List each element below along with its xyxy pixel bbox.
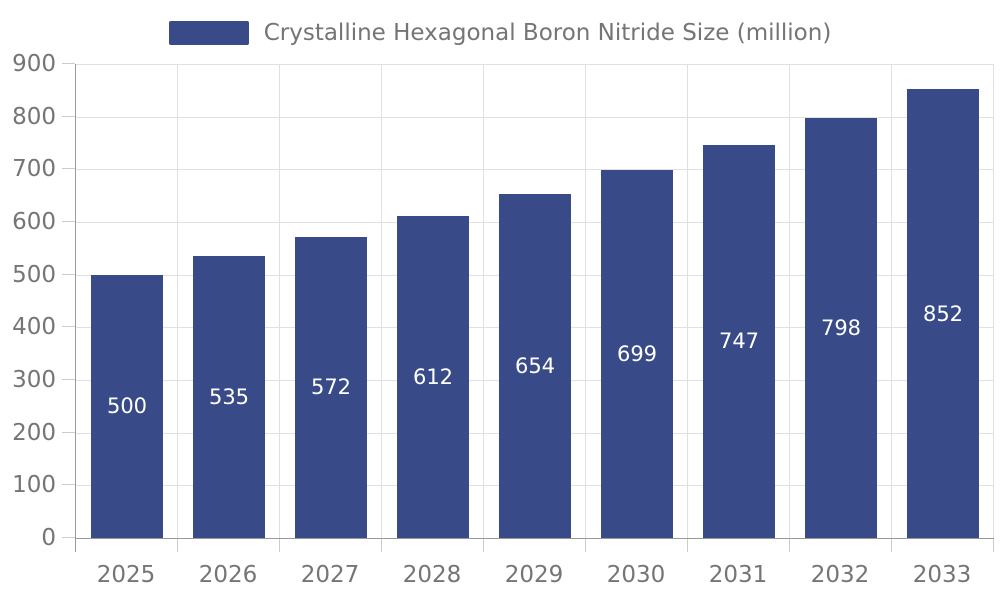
y-tick-label-200: 200 (12, 419, 56, 446)
y-tick-label-600: 600 (12, 209, 56, 235)
y-tick-0 (62, 537, 75, 538)
bar-value-label-2028: 612 (412, 364, 454, 389)
bar-value-label-2030: 699 (616, 341, 658, 366)
x-axis-label-2031: 2031 (708, 562, 768, 588)
y-tick-800 (62, 115, 75, 117)
bar-value-label-2032: 798 (820, 315, 862, 340)
x-tick-2 (279, 539, 280, 552)
v-gridline-5 (585, 64, 586, 538)
x-tick-1 (177, 539, 178, 552)
v-gridline-6 (687, 64, 688, 538)
x-tick-3 (381, 539, 382, 552)
bar-value-label-2029: 654 (514, 353, 556, 378)
bar-value-label-2027: 572 (310, 375, 352, 400)
y-tick-label-0: 0 (41, 525, 56, 551)
bar-2026: 535 (193, 256, 265, 538)
y-tick-100 (62, 484, 75, 486)
bar-2030: 699 (601, 169, 673, 538)
x-axis-label-2030: 2030 (606, 562, 666, 588)
x-tick-8 (891, 539, 892, 552)
y-tick-label-400: 400 (12, 314, 56, 341)
v-gridline-3 (381, 64, 382, 538)
v-gridline-1 (177, 64, 178, 538)
plot-area: 500 535 572 612 654 699 747 798 852 (75, 64, 994, 539)
y-tick-700 (62, 168, 75, 170)
x-tick-9 (993, 539, 994, 552)
h-gridline-900 (76, 64, 994, 65)
legend[interactable]: Crystalline Hexagonal Boron Nitride Size… (0, 20, 1000, 46)
y-tick-300 (62, 379, 75, 380)
bar-value-label-2033: 852 (922, 301, 964, 326)
x-axis-label-2025: 2025 (96, 562, 156, 588)
y-tick-label-700: 700 (12, 156, 56, 183)
x-axis-label-2026: 2026 (198, 562, 258, 588)
x-axis-label-2027: 2027 (300, 562, 360, 588)
bar-2033: 852 (907, 89, 979, 538)
bar-2031: 747 (703, 144, 775, 538)
x-tick-5 (585, 539, 586, 552)
y-tick-900 (62, 63, 75, 64)
v-gridline-2 (279, 64, 280, 538)
y-tick-600 (62, 221, 75, 222)
x-tick-4 (483, 539, 484, 552)
y-tick-label-100: 100 (12, 472, 56, 499)
bar-2032: 798 (805, 117, 877, 538)
y-tick-500 (62, 273, 75, 275)
x-axis-label-2028: 2028 (402, 562, 462, 588)
legend-swatch (168, 21, 249, 45)
bar-2027: 572 (295, 236, 367, 538)
x-tick-6 (687, 539, 688, 552)
bar-2028: 612 (397, 215, 469, 538)
x-axis-label-2029: 2029 (504, 562, 564, 588)
bar-value-label-2031: 747 (718, 329, 760, 354)
bar-value-label-2025: 500 (106, 394, 148, 419)
y-tick-label-800: 800 (12, 103, 56, 130)
x-axis-label-2033: 2033 (912, 562, 972, 588)
v-gridline-8 (891, 64, 892, 538)
y-tick-label-900: 900 (12, 51, 56, 77)
bar-value-label-2026: 535 (208, 385, 250, 410)
v-gridline-7 (789, 64, 790, 538)
y-tick-label-300: 300 (12, 367, 56, 393)
v-gridline-9 (993, 64, 994, 538)
bar-2025: 500 (91, 274, 163, 538)
x-axis-label-2032: 2032 (810, 562, 870, 588)
x-tick-0 (75, 539, 76, 552)
v-gridline-4 (483, 64, 484, 538)
y-tick-400 (62, 326, 75, 328)
y-tick-label-500: 500 (12, 261, 56, 288)
x-tick-7 (789, 539, 790, 552)
h-gridline-700 (76, 169, 994, 171)
legend-label: Crystalline Hexagonal Boron Nitride Size… (263, 20, 832, 46)
bar-2029: 654 (499, 193, 571, 538)
y-tick-200 (62, 431, 75, 433)
h-gridline-800 (76, 116, 994, 118)
